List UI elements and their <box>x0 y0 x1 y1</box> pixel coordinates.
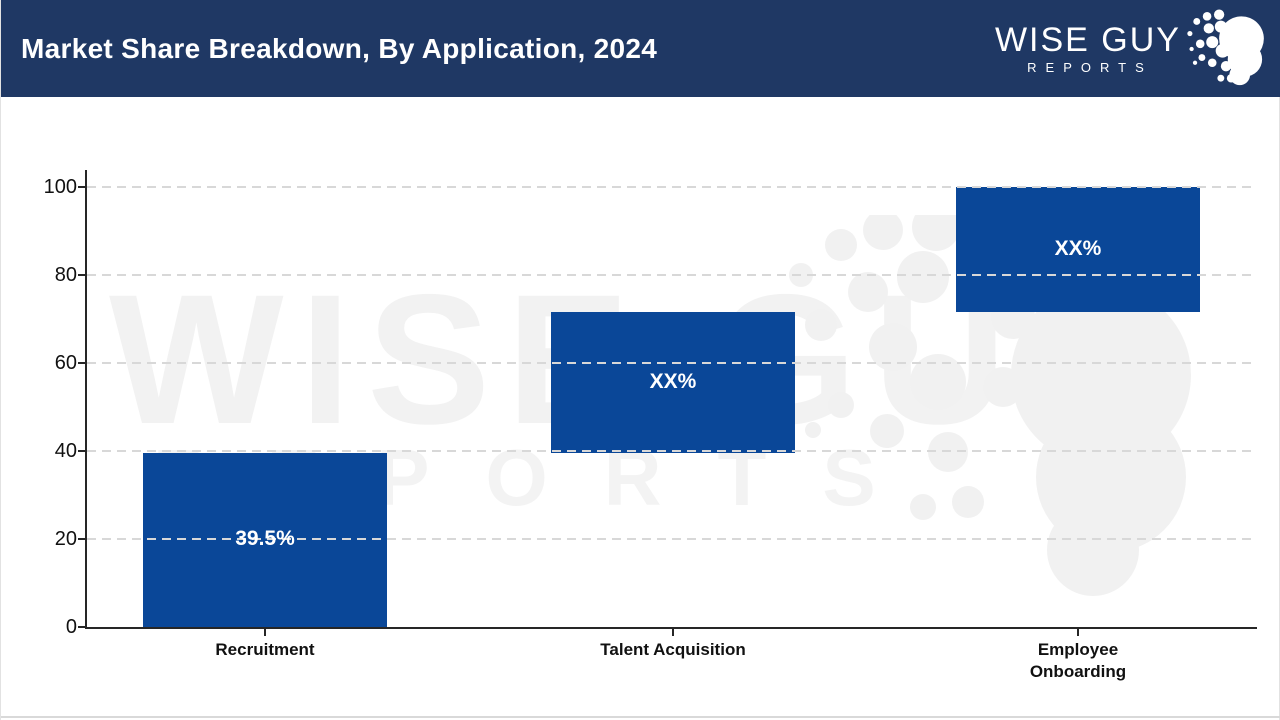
y-axis-tick-mark <box>78 450 85 452</box>
horizontal-gridline <box>87 450 1257 452</box>
x-axis-line <box>85 627 1257 629</box>
x-axis-tick-mark <box>1077 629 1079 636</box>
brand-logo: WISE GUY REPORTS <box>995 7 1269 91</box>
y-axis-tick-mark <box>78 274 85 276</box>
brand-logo-text: WISE GUY REPORTS <box>995 22 1181 75</box>
y-axis-tick-label: 60 <box>54 352 77 374</box>
x-axis-tick-mark <box>672 629 674 636</box>
horizontal-gridline <box>87 362 1257 364</box>
brand-name: WISE GUY <box>994 21 1181 59</box>
header-bar: Market Share Breakdown, By Application, … <box>1 0 1280 97</box>
horizontal-gridline <box>87 274 1257 276</box>
horizontal-gridline <box>87 186 1257 188</box>
horizontal-gridline <box>87 538 1257 540</box>
y-axis-tick-label: 40 <box>54 440 77 462</box>
x-category-label: Recruitment <box>215 640 315 659</box>
x-axis-tick-mark <box>264 629 266 636</box>
x-category-label: Employee Onboarding <box>1029 640 1127 681</box>
bar-value-label: XX% <box>1054 236 1102 260</box>
bar-value-label: 39.5% <box>235 527 295 551</box>
y-axis-tick-label: 80 <box>54 264 77 286</box>
brand-subtitle: REPORTS <box>1027 60 1153 75</box>
y-axis-tick-mark <box>78 626 85 628</box>
y-axis-tick-label: 100 <box>43 176 77 198</box>
x-category-label: Talent Acquisition <box>600 640 746 659</box>
dotted-head-logo-icon <box>1187 8 1264 85</box>
y-axis-tick-mark <box>78 362 85 364</box>
bar-segment <box>143 453 387 627</box>
page-title: Market Share Breakdown, By Application, … <box>21 32 658 64</box>
y-axis-line <box>85 170 87 629</box>
bottom-border <box>1 716 1280 718</box>
y-axis-tick-label: 0 <box>65 616 77 638</box>
bar-segment <box>551 312 795 454</box>
y-axis-tick-label: 20 <box>54 528 77 550</box>
y-axis-tick-mark <box>78 186 85 188</box>
y-axis-tick-mark <box>78 538 85 540</box>
bar-value-label: XX% <box>649 369 697 393</box>
